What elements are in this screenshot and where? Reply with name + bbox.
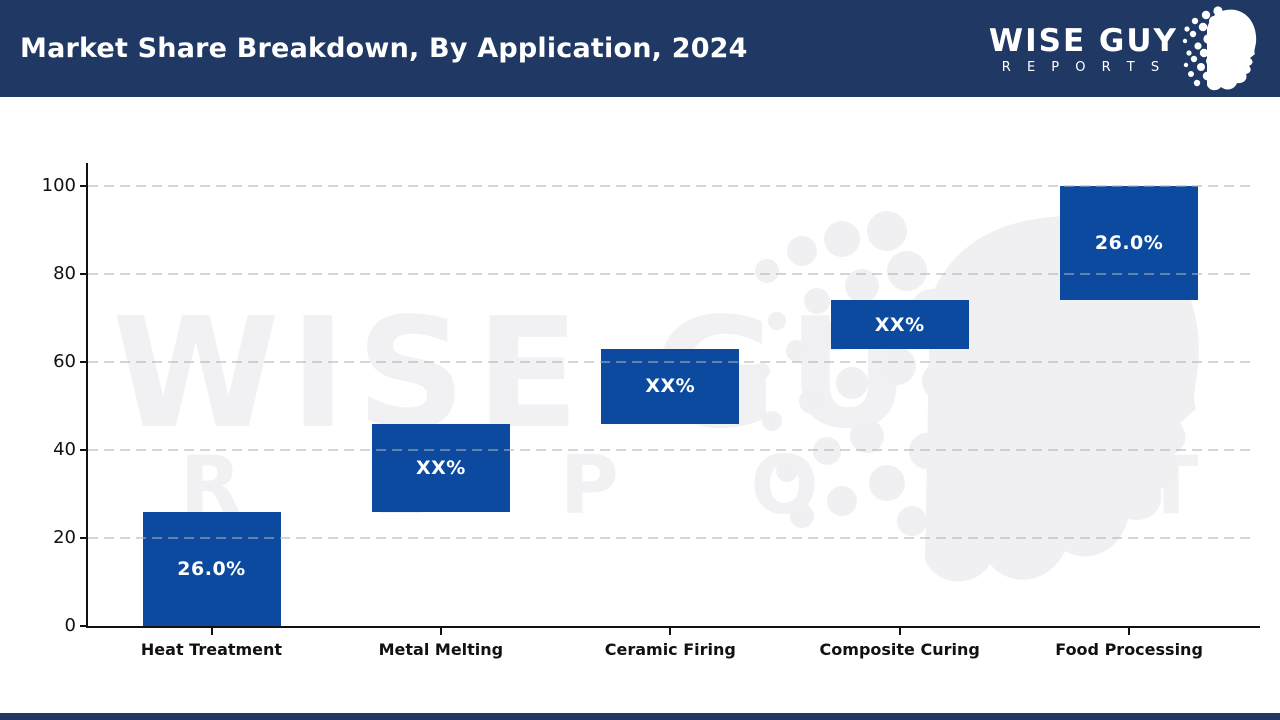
x-tick-mark <box>210 628 213 635</box>
wiseguy-head-icon <box>1182 5 1257 90</box>
x-axis-label: Metal Melting <box>378 640 504 659</box>
bar-value-label: 26.0% <box>177 557 246 580</box>
bar-heat-treatment: 26.0% <box>142 511 281 626</box>
gridline-40 <box>88 449 1256 451</box>
header-bar: Market Share Breakdown, By Application, … <box>0 0 1280 97</box>
y-tick-label: 40 <box>53 439 76 460</box>
gridline-80 <box>88 273 1256 275</box>
x-tick-mark <box>669 628 672 635</box>
y-tick-label: 60 <box>53 351 76 372</box>
x-tick-mark <box>439 628 442 635</box>
bar-composite-curing: XX% <box>830 300 969 349</box>
watermark-head-icon <box>754 211 1199 582</box>
x-axis-label: Ceramic Firing <box>604 640 736 659</box>
x-tick-mark <box>898 628 901 635</box>
page-title: Market Share Breakdown, By Application, … <box>20 33 748 64</box>
bar-food-processing: 26.0% <box>1060 186 1199 301</box>
x-axis-label: Food Processing <box>1055 640 1203 659</box>
logo-line2: R E P O R T S <box>1001 59 1166 75</box>
chart-area: WISE GUY R E P O R T S 26.0%XX%XX%XX%26.… <box>0 97 1280 713</box>
x-axis-line <box>86 626 1260 628</box>
y-tick-mark <box>80 537 87 539</box>
gridline-60 <box>88 361 1256 363</box>
y-tick-mark <box>80 361 87 363</box>
y-axis-line <box>86 163 88 628</box>
logo-wordmark: WISE GUY R E P O R T S <box>989 23 1178 75</box>
wiseguy-logo: WISE GUY R E P O R T S <box>989 5 1262 92</box>
x-axis-label: Composite Curing <box>819 640 980 659</box>
y-tick-mark <box>80 273 87 275</box>
bar-value-label: XX% <box>874 313 925 336</box>
gridline-100 <box>88 185 1256 187</box>
bar-value-label: 26.0% <box>1094 232 1164 255</box>
x-axis-label: Heat Treatment <box>140 640 283 659</box>
x-tick-mark <box>1128 628 1131 635</box>
y-tick-label: 20 <box>53 527 76 548</box>
gridline-20 <box>88 537 1256 539</box>
bar-value-label: XX% <box>415 456 466 479</box>
y-tick-label: 0 <box>64 615 76 636</box>
y-tick-label: 80 <box>53 263 76 284</box>
y-tick-label: 100 <box>41 175 76 196</box>
y-tick-mark <box>80 185 87 187</box>
logo-line1: WISE GUY <box>988 22 1178 59</box>
y-tick-mark <box>80 625 87 627</box>
bar-metal-melting: XX% <box>371 423 510 512</box>
y-tick-mark <box>80 449 87 451</box>
bar-value-label: XX% <box>645 375 696 398</box>
footer-bar <box>0 713 1280 720</box>
